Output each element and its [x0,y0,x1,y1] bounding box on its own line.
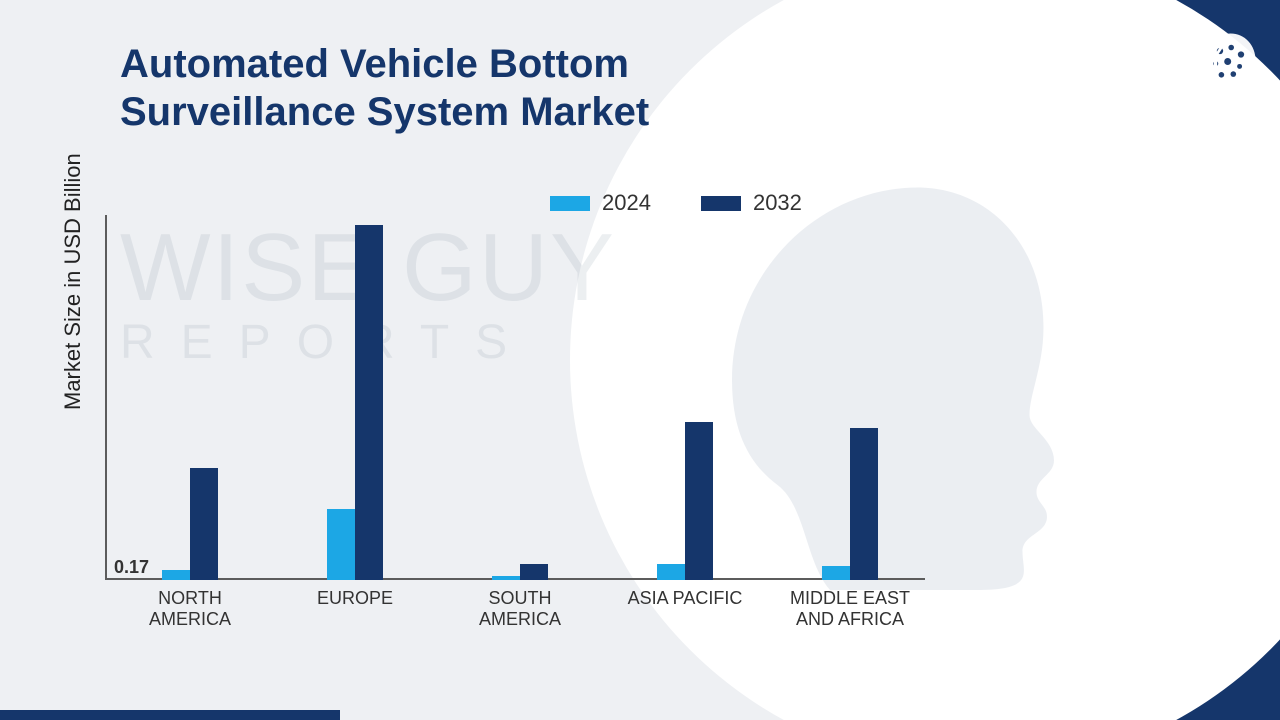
bar-2032 [520,564,548,580]
bar-2032 [685,422,713,580]
legend-swatch-2024 [550,196,590,211]
category-label: MIDDLE EAST AND AFRICA [780,588,920,629]
legend-item-2024: 2024 [550,190,651,216]
y-axis [105,215,107,580]
legend-swatch-2032 [701,196,741,211]
category-label: EUROPE [285,588,425,609]
value-label: 0.17 [114,557,149,578]
category-label: SOUTH AMERICA [450,588,590,629]
brand-line1: WISE GUY [1050,38,1228,72]
chart-plot: NORTH AMERICA0.17 EUROPE SOUTH AMERICA ASIA… [105,215,925,580]
brand-line2: REPORTS [1050,74,1228,92]
chart-stage: WISE GUY REPORTS Automated Vehicle Botto… [0,0,1280,720]
bar-2024 [327,509,355,580]
bar-2024 [657,564,685,580]
bar-2032 [355,225,383,580]
footer-stripe [0,710,340,720]
brand-logo: WISE GUY REPORTS [1050,38,1228,92]
bar-group: ASIA PACIFIC [657,422,713,580]
bar-group: NORTH AMERICA0.17 [162,468,218,580]
bar-2032 [850,428,878,580]
bar-group: EUROPE [327,225,383,580]
legend-label-2024: 2024 [602,190,651,216]
bar-2024 [822,566,850,580]
legend-label-2032: 2032 [753,190,802,216]
category-label: NORTH AMERICA [120,588,260,629]
bar-2032 [190,468,218,580]
bar-group: SOUTH AMERICA [492,564,548,580]
bar-2024 [492,576,520,580]
category-label: ASIA PACIFIC [615,588,755,609]
bar-group: MIDDLE EAST AND AFRICA [822,428,878,580]
chart-title: Automated Vehicle Bottom Surveillance Sy… [120,40,760,136]
y-axis-label: Market Size in USD Billion [60,153,86,410]
legend-item-2032: 2032 [701,190,802,216]
legend: 2024 2032 [550,190,802,216]
bar-2024 [162,570,190,580]
